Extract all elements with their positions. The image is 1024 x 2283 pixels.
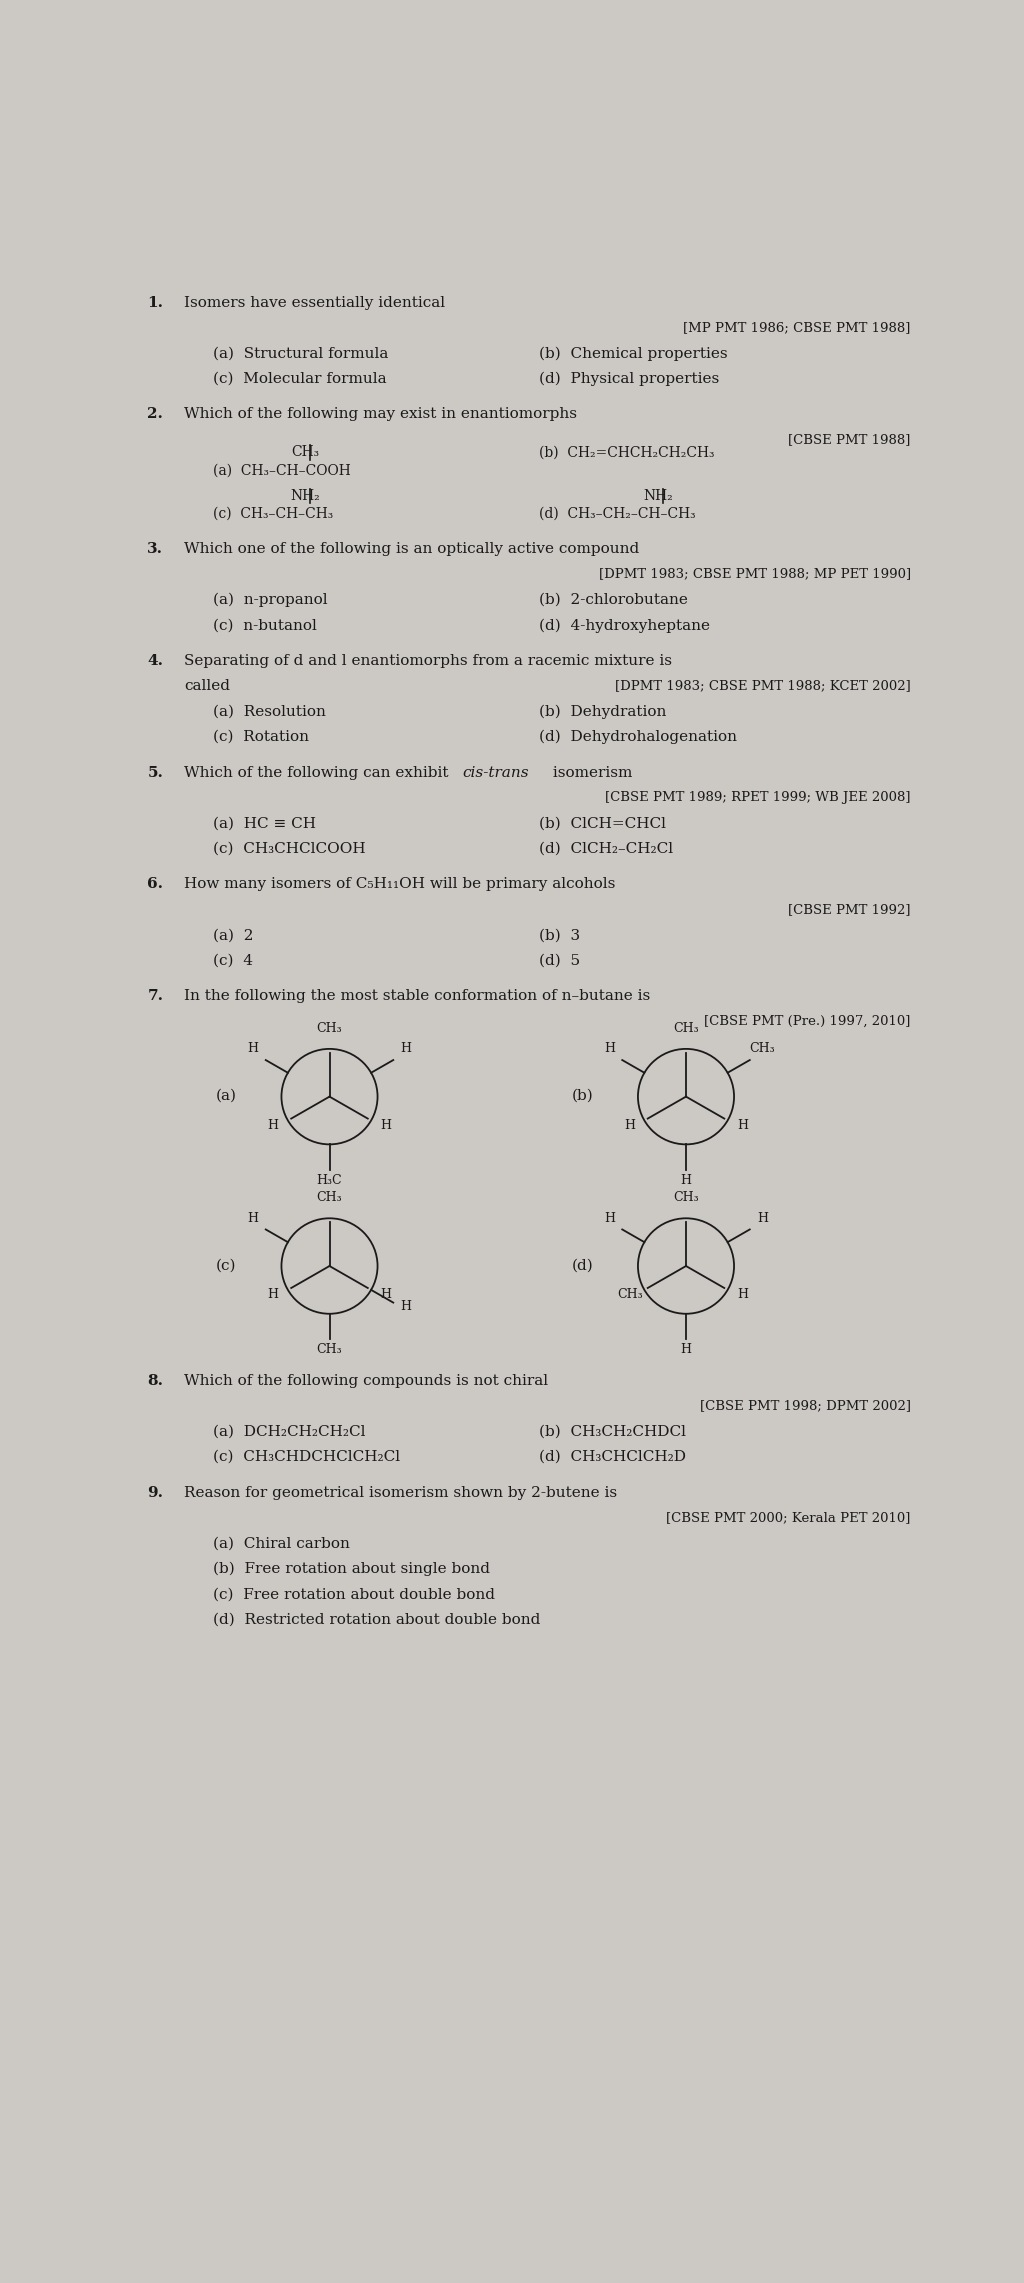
Text: 2.: 2.	[147, 406, 163, 422]
Text: (c)  Rotation: (c) Rotation	[213, 731, 309, 744]
Text: (d)  Restricted rotation about double bond: (d) Restricted rotation about double bon…	[213, 1612, 541, 1628]
Text: Separating of d and l enantiomorphs from a racemic mixture is: Separating of d and l enantiomorphs from…	[183, 653, 672, 669]
Text: (c)  CH₃–CH–CH₃: (c) CH₃–CH–CH₃	[213, 507, 334, 521]
Text: Which of the following compounds is not chiral: Which of the following compounds is not …	[183, 1374, 548, 1388]
Text: 8.: 8.	[147, 1374, 164, 1388]
Text: (b)  ClCH=CHCl: (b) ClCH=CHCl	[539, 817, 666, 831]
Text: (d)  Dehydrohalogenation: (d) Dehydrohalogenation	[539, 731, 736, 744]
Text: (d): (d)	[572, 1258, 594, 1272]
Text: 9.: 9.	[147, 1486, 164, 1500]
Text: [DPMT 1983; CBSE PMT 1988; MP PET 1990]: [DPMT 1983; CBSE PMT 1988; MP PET 1990]	[599, 568, 910, 580]
Text: Reason for geometrical isomerism shown by 2-butene is: Reason for geometrical isomerism shown b…	[183, 1486, 616, 1500]
Text: H: H	[737, 1288, 748, 1301]
Text: NH₂: NH₂	[643, 489, 673, 502]
Text: (a)  Resolution: (a) Resolution	[213, 705, 326, 719]
Text: H: H	[400, 1299, 412, 1313]
Text: (a)  n-propanol: (a) n-propanol	[213, 594, 328, 607]
Text: H: H	[267, 1288, 279, 1301]
Text: CH₃: CH₃	[750, 1043, 775, 1055]
Text: [CBSE PMT (Pre.) 1997, 2010]: [CBSE PMT (Pre.) 1997, 2010]	[705, 1014, 910, 1027]
Text: Which one of the following is an optically active compound: Which one of the following is an optical…	[183, 541, 639, 557]
Text: H: H	[681, 1173, 691, 1187]
Text: CH₃: CH₃	[673, 1021, 698, 1034]
Text: How many isomers of C₅H₁₁OH will be primary alcohols: How many isomers of C₅H₁₁OH will be prim…	[183, 877, 615, 890]
Text: [DPMT 1983; CBSE PMT 1988; KCET 2002]: [DPMT 1983; CBSE PMT 1988; KCET 2002]	[615, 680, 910, 692]
Text: H₃C: H₃C	[316, 1173, 342, 1187]
Text: (a)  CH₃–CH–COOH: (a) CH₃–CH–COOH	[213, 463, 351, 477]
Text: 7.: 7.	[147, 989, 164, 1002]
Text: H: H	[380, 1288, 391, 1301]
Text: [CBSE PMT 1992]: [CBSE PMT 1992]	[788, 902, 910, 915]
Text: CH₃: CH₃	[616, 1288, 642, 1301]
Text: Which of the following can exhibit: Which of the following can exhibit	[183, 765, 454, 779]
Text: CH₃: CH₃	[291, 445, 318, 459]
Text: Isomers have essentially identical: Isomers have essentially identical	[183, 295, 444, 310]
Text: (d)  CH₃–CH₂–CH–CH₃: (d) CH₃–CH₂–CH–CH₃	[539, 507, 695, 521]
Text: H: H	[757, 1212, 768, 1224]
Text: CH₃: CH₃	[316, 1192, 342, 1203]
Text: (c)  n-butanol: (c) n-butanol	[213, 619, 317, 632]
Text: Which of the following may exist in enantiomorphs: Which of the following may exist in enan…	[183, 406, 577, 422]
Text: H: H	[380, 1119, 391, 1132]
Text: (c)  4: (c) 4	[213, 954, 253, 968]
Text: [CBSE PMT 1988]: [CBSE PMT 1988]	[788, 434, 910, 445]
Text: In the following the most stable conformation of n–butane is: In the following the most stable conform…	[183, 989, 650, 1002]
Text: (d)  5: (d) 5	[539, 954, 580, 968]
Text: (b)  Dehydration: (b) Dehydration	[539, 705, 667, 719]
Text: H: H	[624, 1119, 635, 1132]
Text: cis-trans: cis-trans	[463, 765, 529, 779]
Text: [MP PMT 1986; CBSE PMT 1988]: [MP PMT 1986; CBSE PMT 1988]	[683, 322, 910, 333]
Text: (d)  CH₃CHClCH₂D: (d) CH₃CHClCH₂D	[539, 1450, 686, 1463]
Text: (d)  ClCH₂–CH₂Cl: (d) ClCH₂–CH₂Cl	[539, 842, 673, 856]
Text: 6.: 6.	[147, 877, 164, 890]
Text: (b)  2-chlorobutane: (b) 2-chlorobutane	[539, 594, 688, 607]
Text: (c)  Molecular formula: (c) Molecular formula	[213, 372, 387, 386]
Text: 4.: 4.	[147, 653, 164, 669]
Text: H: H	[604, 1043, 615, 1055]
Text: (a)  HC ≡ CH: (a) HC ≡ CH	[213, 817, 316, 831]
Text: (b)  Free rotation about single bond: (b) Free rotation about single bond	[213, 1562, 490, 1575]
Text: (a)  Structural formula: (a) Structural formula	[213, 347, 389, 361]
Text: NH₂: NH₂	[291, 489, 321, 502]
Text: (c): (c)	[216, 1258, 237, 1272]
Text: [CBSE PMT 1989; RPET 1999; WB JEE 2008]: [CBSE PMT 1989; RPET 1999; WB JEE 2008]	[605, 790, 910, 804]
Text: (d)  4-hydroxyheptane: (d) 4-hydroxyheptane	[539, 619, 710, 632]
Text: 3.: 3.	[147, 541, 164, 557]
Text: CH₃: CH₃	[316, 1342, 342, 1356]
Text: H: H	[267, 1119, 279, 1132]
Text: 5.: 5.	[147, 765, 163, 779]
Text: H: H	[248, 1043, 258, 1055]
Text: (b)  CH₃CH₂CHDCl: (b) CH₃CH₂CHDCl	[539, 1425, 686, 1438]
Text: 1.: 1.	[147, 295, 164, 310]
Text: CH₃: CH₃	[316, 1021, 342, 1034]
Text: (b): (b)	[572, 1089, 594, 1103]
Text: (a)  Chiral carbon: (a) Chiral carbon	[213, 1536, 350, 1550]
Text: H: H	[681, 1342, 691, 1356]
Text: (a)  2: (a) 2	[213, 929, 254, 943]
Text: (a): (a)	[216, 1089, 237, 1103]
Text: H: H	[604, 1212, 615, 1224]
Text: isomerism: isomerism	[548, 765, 633, 779]
Text: (c)  Free rotation about double bond: (c) Free rotation about double bond	[213, 1587, 496, 1600]
Text: CH₃: CH₃	[673, 1192, 698, 1203]
Text: (a)  DCH₂CH₂CH₂Cl: (a) DCH₂CH₂CH₂Cl	[213, 1425, 366, 1438]
Text: (d)  Physical properties: (d) Physical properties	[539, 372, 719, 386]
Text: [CBSE PMT 2000; Kerala PET 2010]: [CBSE PMT 2000; Kerala PET 2010]	[667, 1511, 910, 1525]
Text: (b)  CH₂=CHCH₂CH₂CH₃: (b) CH₂=CHCH₂CH₂CH₃	[539, 445, 715, 459]
Text: H: H	[400, 1043, 412, 1055]
Text: (b)  Chemical properties: (b) Chemical properties	[539, 347, 727, 361]
Text: (c)  CH₃CHClCOOH: (c) CH₃CHClCOOH	[213, 842, 366, 856]
Text: [CBSE PMT 1998; DPMT 2002]: [CBSE PMT 1998; DPMT 2002]	[699, 1399, 910, 1413]
Text: (c)  CH₃CHDCHClCH₂Cl: (c) CH₃CHDCHClCH₂Cl	[213, 1450, 400, 1463]
Text: H: H	[248, 1212, 258, 1224]
Text: (b)  3: (b) 3	[539, 929, 580, 943]
Text: H: H	[737, 1119, 748, 1132]
Text: called: called	[183, 680, 229, 694]
